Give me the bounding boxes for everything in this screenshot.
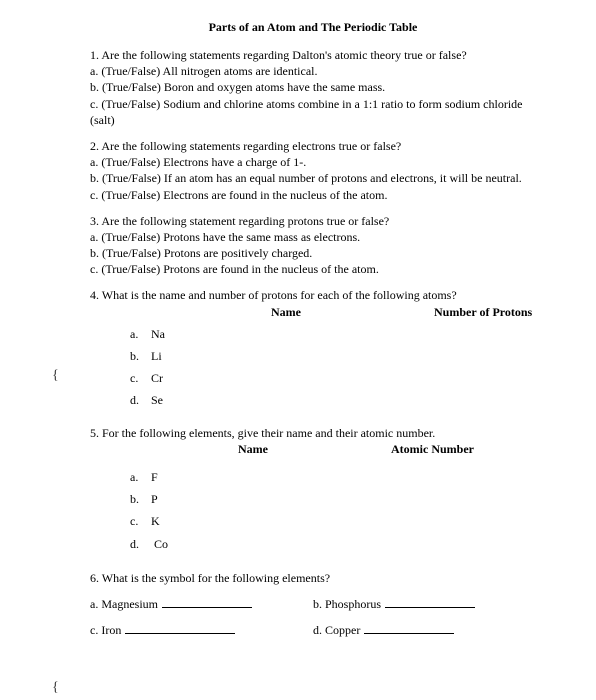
q6-prompt: 6. What is the symbol for the following …	[90, 570, 536, 586]
margin-mark-icon: {	[52, 680, 59, 696]
q5-item-d: d. Co	[130, 536, 536, 552]
q1-a: a. (True/False) All nitrogen atoms are i…	[90, 63, 536, 79]
q5-item-c: c. K	[130, 513, 536, 529]
q6-b: b. Phosphorus	[313, 597, 381, 611]
q2-c: c. (True/False) Electrons are found in t…	[90, 187, 536, 203]
q5-header-atomic: Atomic Number	[391, 441, 474, 457]
q5-item-b: b. P	[130, 491, 536, 507]
q6-row-2: c. Iron d. Copper	[90, 622, 536, 638]
q6-c: c. Iron	[90, 623, 121, 637]
q5-prompt: 5. For the following elements, give thei…	[90, 425, 536, 441]
q5-header-name: Name	[238, 441, 268, 457]
q4-item-c: c. Cr	[130, 370, 536, 386]
blank-line	[125, 623, 235, 634]
question-3: 3. Are the following statement regarding…	[90, 213, 536, 278]
q4-item-d: d. Se	[130, 392, 536, 408]
q4-headers: Name Number of Protons	[118, 304, 536, 320]
q3-b: b. (True/False) Protons are positively c…	[90, 245, 536, 261]
q4-item-a: a. Na	[130, 326, 536, 342]
q3-prompt: 3. Are the following statement regarding…	[90, 213, 536, 229]
blank-line	[162, 597, 252, 608]
q5-headers: Name Atomic Number	[118, 441, 536, 457]
q1-c: c. (True/False) Sodium and chlorine atom…	[90, 96, 536, 128]
page-title: Parts of an Atom and The Periodic Table	[90, 20, 536, 35]
question-1: 1. Are the following statements regardin…	[90, 47, 536, 128]
q2-prompt: 2. Are the following statements regardin…	[90, 138, 536, 154]
question-2: 2. Are the following statements regardin…	[90, 138, 536, 203]
q5-item-a: a. F	[130, 469, 536, 485]
q1-b: b. (True/False) Boron and oxygen atoms h…	[90, 79, 536, 95]
q4-item-b: b. Li	[130, 348, 536, 364]
q2-b: b. (True/False) If an atom has an equal …	[90, 170, 536, 186]
q6-a: a. Magnesium	[90, 597, 158, 611]
margin-mark-icon: {	[52, 368, 59, 384]
q3-a: a. (True/False) Protons have the same ma…	[90, 229, 536, 245]
q3-c: c. (True/False) Protons are found in the…	[90, 261, 536, 277]
question-5: 5. For the following elements, give thei…	[90, 425, 536, 552]
q4-prompt: 4. What is the name and number of proton…	[90, 287, 536, 303]
blank-line	[385, 597, 475, 608]
worksheet-page: Parts of an Atom and The Periodic Table …	[0, 0, 596, 668]
q6-row-1: a. Magnesium b. Phosphorus	[90, 596, 536, 612]
q4-header-name: Name	[271, 304, 431, 320]
q6-d: d. Copper	[313, 623, 360, 637]
q1-prompt: 1. Are the following statements regardin…	[90, 47, 536, 63]
question-4: 4. What is the name and number of proton…	[90, 287, 536, 408]
question-6: 6. What is the symbol for the following …	[90, 570, 536, 639]
blank-line	[364, 623, 454, 634]
q4-header-protons: Number of Protons	[434, 304, 532, 320]
q2-a: a. (True/False) Electrons have a charge …	[90, 154, 536, 170]
